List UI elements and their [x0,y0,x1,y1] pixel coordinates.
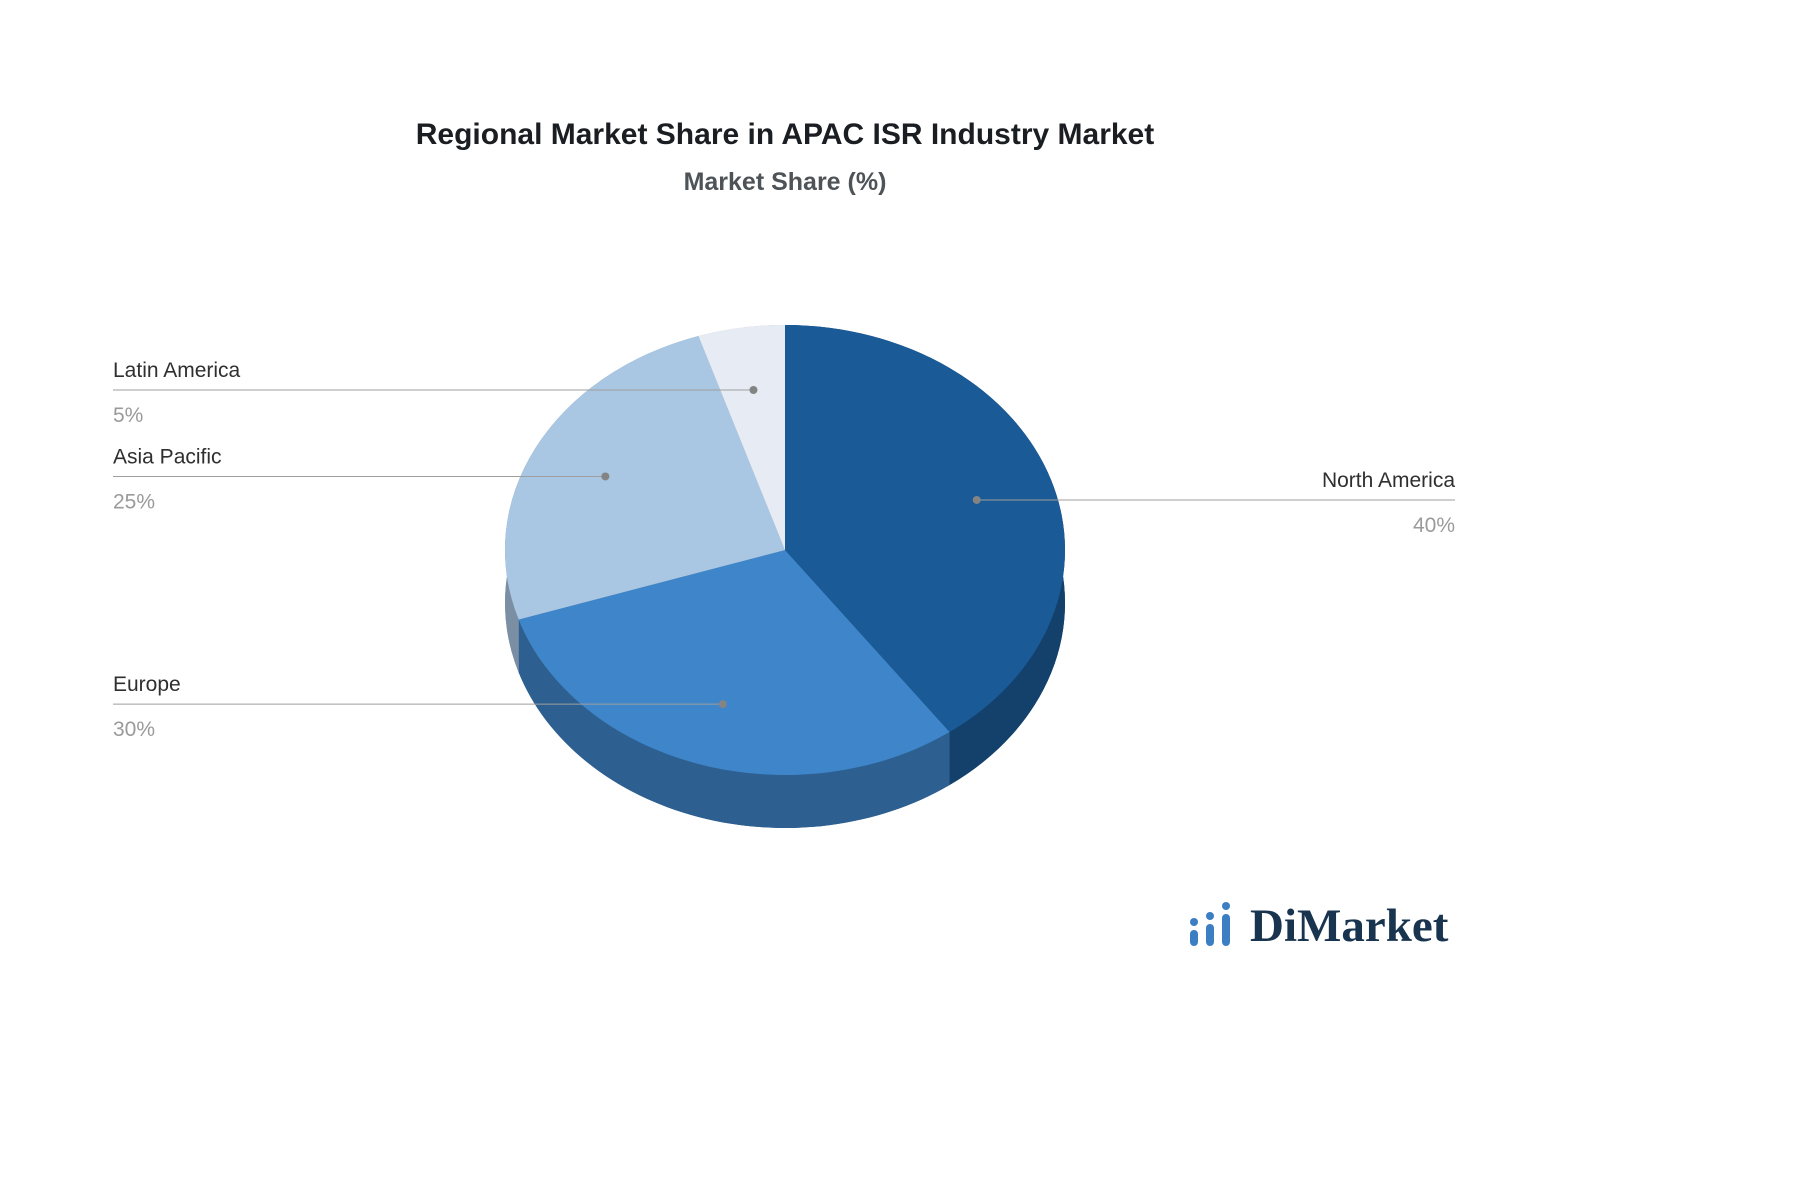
brand-logo: DiMarket [1186,900,1448,952]
pie-slice-europe[interactable] [518,550,950,776]
slice-label-asia-pacific: Asia Pacific [113,445,222,468]
bar-chart-icon [1190,902,1230,946]
pie-slice-europe-wall [518,619,950,829]
slice-value-north-america: 40% [1413,514,1455,537]
slice-value-asia-pacific: 25% [113,490,155,513]
pie-labels: North America 40% Europe 30% Asia Pacific 25%… [113,359,1455,741]
slice-value-europe: 30% [113,718,155,741]
leader-dot-asia-pacific [601,472,610,481]
pie-slice-north-america[interactable] [785,325,1066,733]
chart-subtitle: Market Share (%) [683,168,887,196]
pie-top-faces [504,325,1066,776]
slice-label-latin-america: Latin America [113,359,241,382]
slice-value-latin-america: 5% [113,404,143,427]
slice-label-europe: Europe [113,673,181,696]
pie-slice-asia-pacific[interactable] [504,336,785,620]
leader-dot-europe [718,700,727,709]
leader-dot-latin-america [749,385,758,394]
slice-label-north-america: North America [1322,469,1455,492]
chart-title: Regional Market Share in APAC ISR Indust… [415,118,1155,151]
pie-slice-latin-america[interactable] [698,325,785,550]
leader-dot-north-america [972,495,981,504]
brand-name: DiMarket [1250,899,1449,952]
